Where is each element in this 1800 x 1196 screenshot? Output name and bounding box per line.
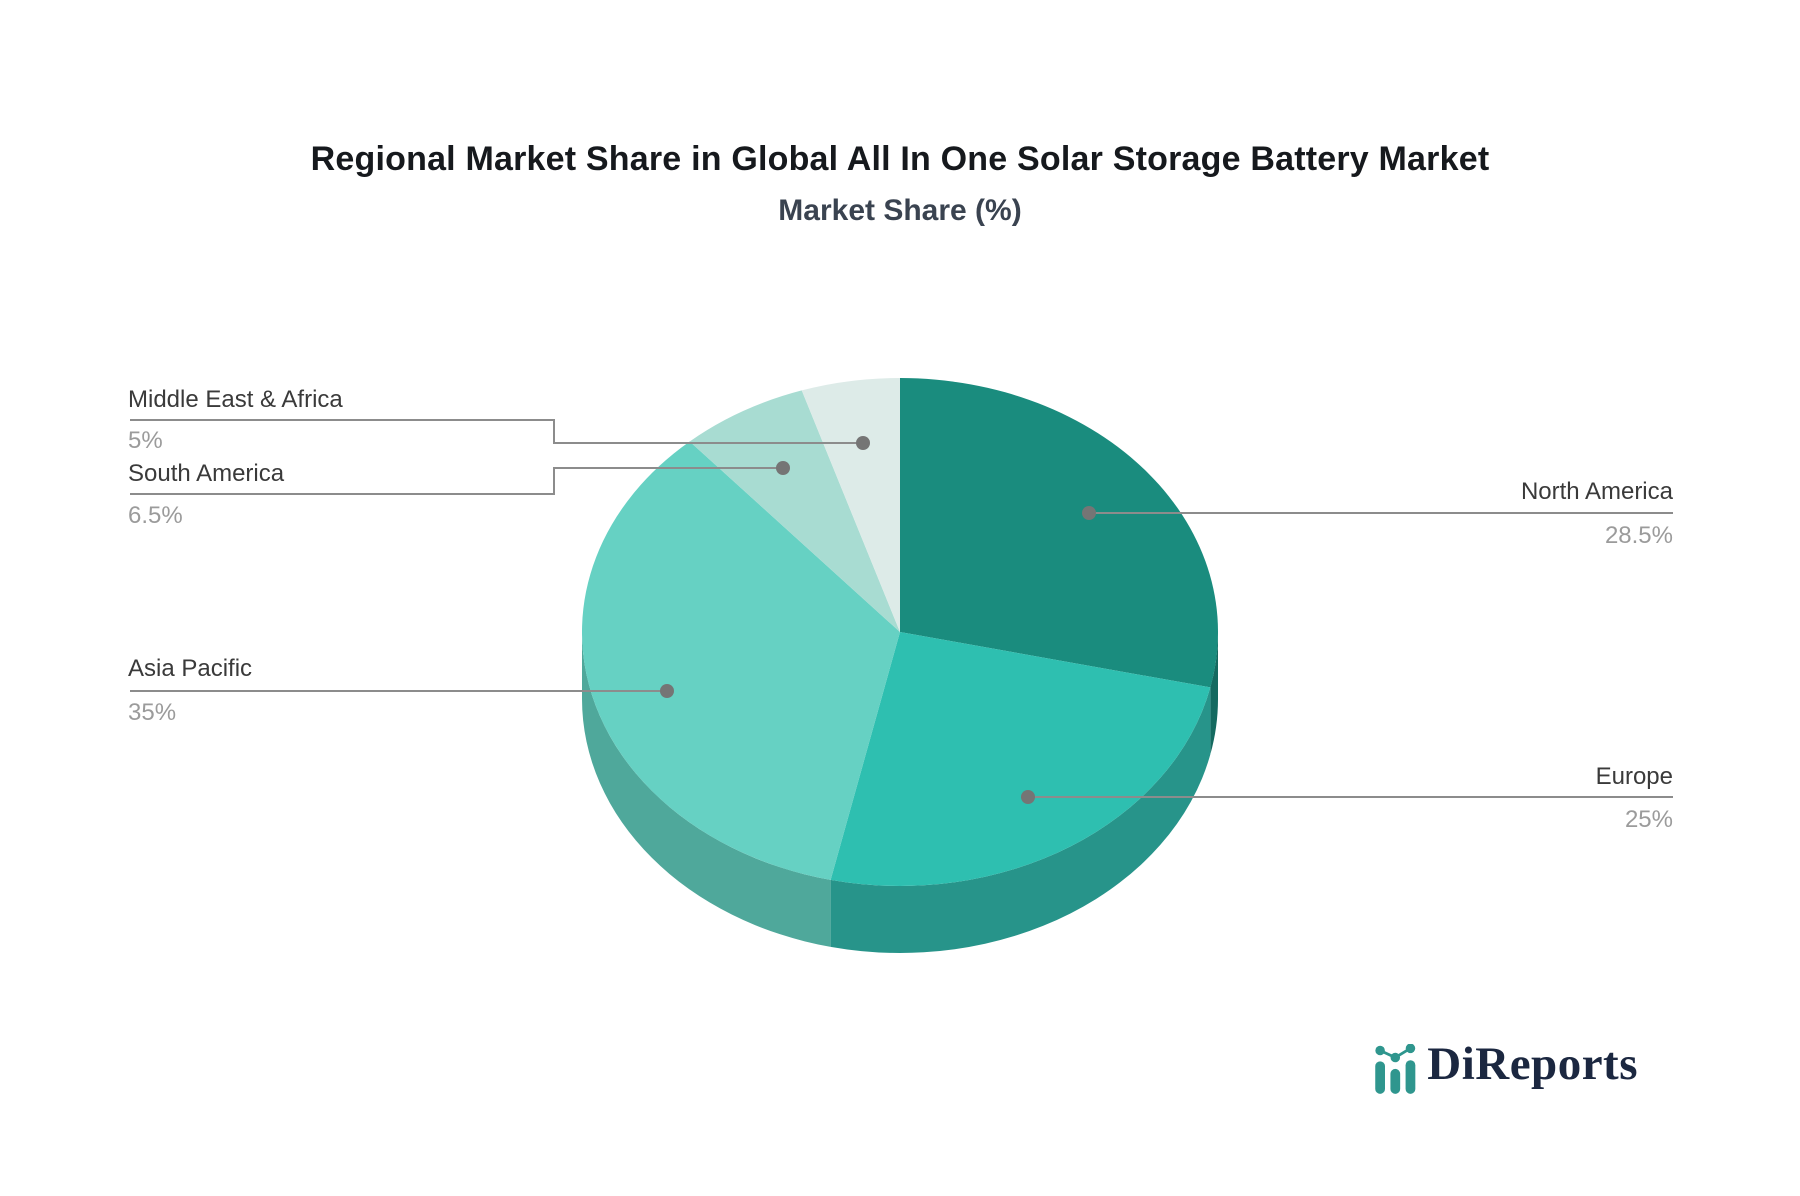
direports-logo: DiReports [1375, 1038, 1638, 1096]
callout-dot-north-america [1082, 506, 1096, 520]
pie-slice-north-america [900, 377, 1218, 688]
slice-value-europe: 25% [1624, 806, 1673, 833]
callout-line-middle-east-africa [130, 419, 863, 444]
chart-title: Regional Market Share in Global All In O… [310, 140, 1490, 178]
slice-label-middle-east-africa: Middle East & Africa [128, 386, 343, 413]
slice-value-middle-east-africa: 5% [128, 427, 163, 454]
slice-value-south-america: 6.5% [128, 502, 183, 529]
pie-slice-side-asia-pacific [582, 632, 831, 947]
pie-slice-asia-pacific [581, 441, 900, 880]
slice-label-north-america: North America [1520, 478, 1673, 505]
callout-dot-europe [1021, 790, 1035, 804]
slice-value-asia-pacific: 35% [128, 699, 177, 726]
callout-dot-south-america [776, 461, 790, 475]
slice-label-south-america: South America [128, 460, 285, 487]
pie-slice-side-north-america [1210, 632, 1218, 755]
bar-line-chart-icon [1375, 1044, 1416, 1094]
callout-line-south-america [130, 467, 783, 495]
pie-slice-europe [830, 632, 1211, 886]
chart-subtitle: Market Share (%) [778, 194, 1022, 227]
pie-slice-side-europe [830, 687, 1211, 953]
pie-slice-middle-east-africa [801, 378, 900, 632]
logo-text: DiReports [1427, 1038, 1638, 1090]
slice-label-europe: Europe [1595, 763, 1673, 790]
pie-slice-south-america [689, 390, 900, 632]
slice-label-asia-pacific: Asia Pacific [128, 655, 253, 682]
callout-dot-middle-east-africa [856, 436, 870, 450]
slice-value-north-america: 28.5% [1604, 522, 1673, 549]
callout-dot-asia-pacific [660, 684, 674, 698]
